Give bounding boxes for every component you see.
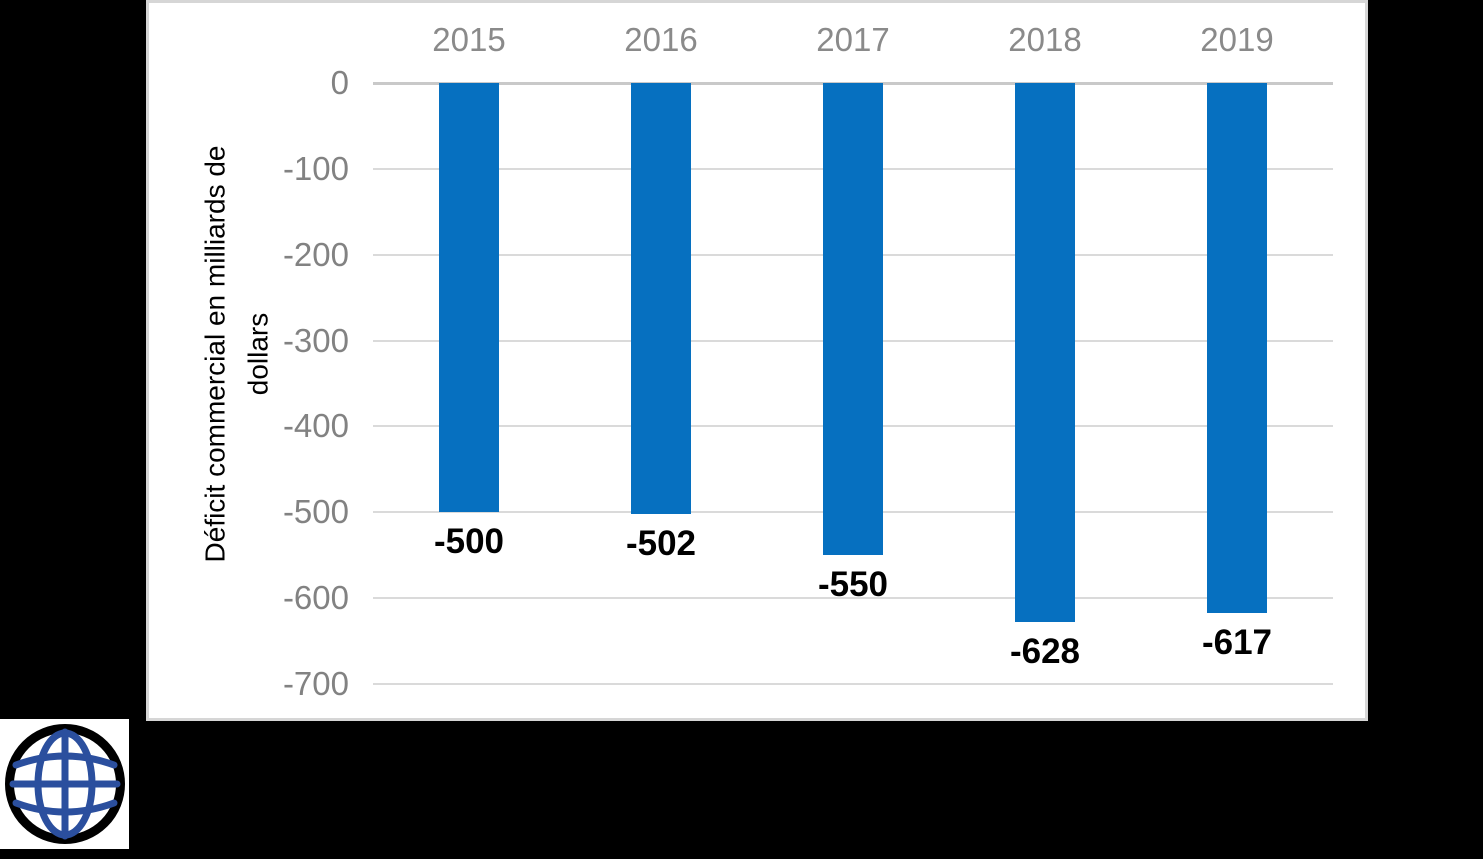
- category-label-2019: 2019: [1200, 21, 1274, 58]
- category-label-2017: 2017: [816, 21, 890, 58]
- category-label-2018: 2018: [1008, 21, 1082, 58]
- bar-2019: [1207, 83, 1267, 613]
- y-tick-label: -500: [282, 493, 349, 531]
- y-tick-label: 0: [330, 64, 349, 101]
- gridline--700: [373, 683, 1333, 685]
- data-label-2019: -617: [1201, 622, 1273, 662]
- category-label-2016: 2016: [624, 21, 698, 58]
- gridline--600: [373, 597, 1333, 600]
- globe-tile: [0, 719, 129, 849]
- bar-2017: [823, 83, 883, 556]
- y-tick-label: -400: [282, 407, 349, 445]
- bar-2018: [1015, 83, 1075, 623]
- globe-icon: [4, 724, 125, 844]
- bar-2015: [439, 83, 499, 513]
- bar-2016: [631, 83, 691, 514]
- y-tick-label: -100: [282, 149, 349, 187]
- y-tick-label: -300: [282, 321, 349, 359]
- y-tick-label: -700: [282, 665, 349, 702]
- data-label-2015: -500: [433, 522, 505, 562]
- data-label-2017: -550: [817, 565, 889, 605]
- chart-panel: Déficit commercial en milliards de dolla…: [146, 0, 1368, 721]
- data-label-2018: -628: [1009, 632, 1081, 672]
- category-label-2015: 2015: [432, 21, 506, 58]
- y-tick-label: -600: [282, 579, 349, 617]
- y-tick-label: -200: [282, 235, 349, 273]
- data-label-2016: -502: [625, 524, 697, 563]
